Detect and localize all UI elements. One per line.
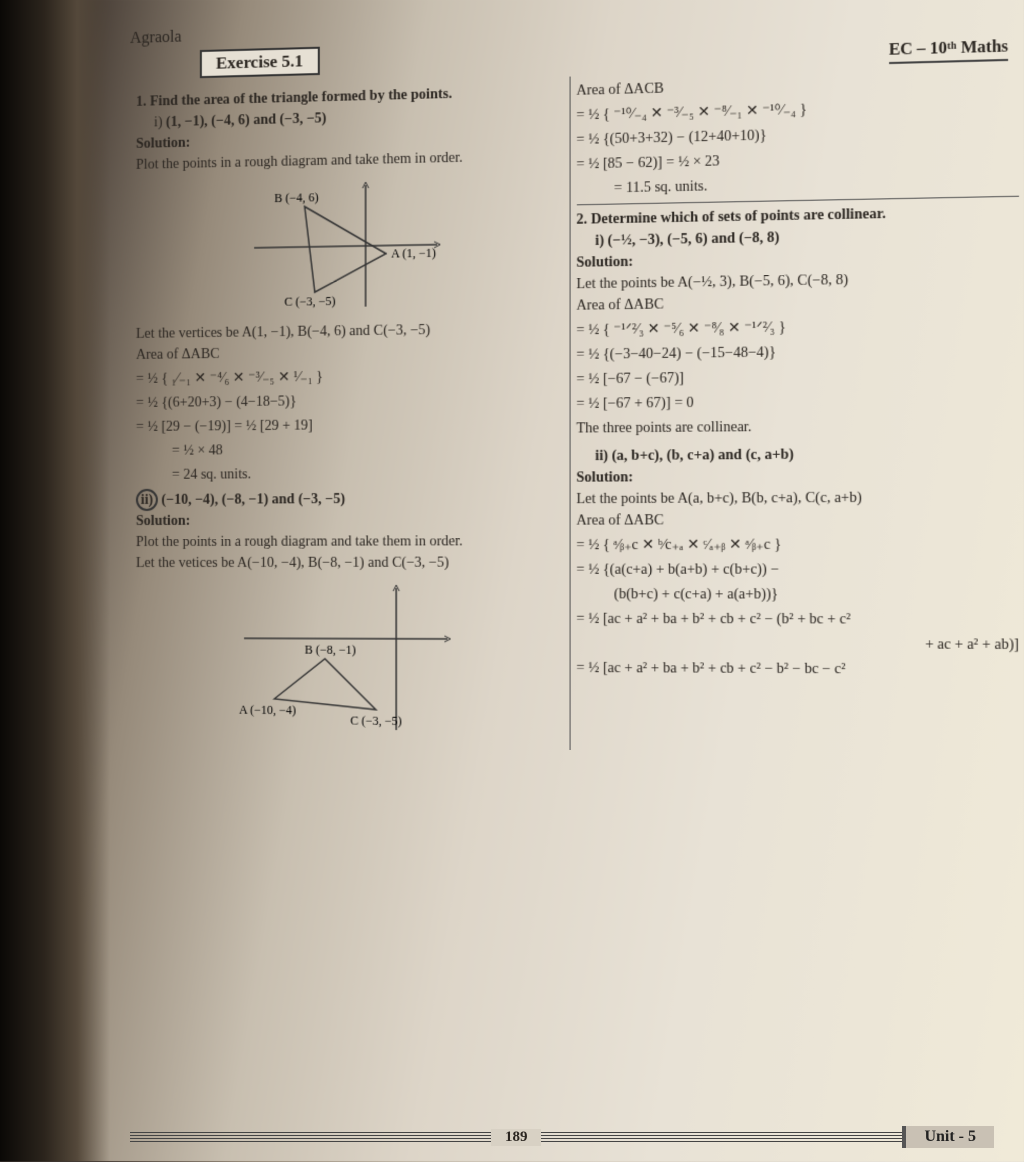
r2-eq4: = ½ [−67 + 67)] = 0 bbox=[576, 389, 1019, 415]
footer-rule-left bbox=[130, 1132, 491, 1142]
diagram-1: B (−4, 6) A (1, −1) C (−3, −5) bbox=[244, 173, 447, 318]
q1-text: Find the area of the triangle formed by … bbox=[150, 87, 452, 110]
d2-C: C (−3, −5) bbox=[350, 713, 402, 728]
page-number: 189 bbox=[491, 1129, 541, 1146]
l-eq3: = ½ [29 − (−19)] = ½ [29 + 19] bbox=[136, 413, 559, 438]
diagram-2: B (−8, −1) A (−10, −4) C (−3, −5) bbox=[234, 578, 458, 741]
l-eq4: = ½ × 48 bbox=[172, 438, 559, 462]
d1-C: C (−3, −5) bbox=[284, 294, 335, 309]
d2-B: B (−8, −1) bbox=[304, 643, 355, 657]
q1-ii-label: ii) bbox=[136, 489, 158, 511]
q2-i-points: (−½, −3), (−5, 6) and (−8, 8) bbox=[608, 230, 780, 248]
area-abc-label-3: Area of ΔABC bbox=[576, 509, 1019, 532]
d2-A: A (−10, −4) bbox=[239, 703, 296, 718]
page-footer: 189 Unit - 5 bbox=[130, 1123, 994, 1151]
left-column: 1. Find the area of the triangle formed … bbox=[130, 77, 570, 750]
two-column-layout: 1. Find the area of the triangle formed … bbox=[130, 65, 1024, 754]
area-abc-label: Area of ΔABC bbox=[136, 340, 559, 366]
solution-label-2: Solution: bbox=[136, 509, 559, 532]
r3-eq4: = ½ [ac + a² + ba + b² + cb + c² − b² − … bbox=[576, 658, 1019, 682]
let-vertices-2: Let the vetices be A(−10, −4), B(−8, −1)… bbox=[136, 552, 559, 574]
header-subject: EC – 10ᵗʰ Maths bbox=[889, 38, 1008, 64]
l-eq1: = ½ { ₁⁄₋₁ ✕ ⁻⁴⁄₆ ✕ ⁻³⁄₋₅ ✕ ¹⁄₋₁ } bbox=[136, 364, 559, 390]
r2-eq1: = ½ { ⁻¹ᐟ²⁄₃ ✕ ⁻⁵⁄₆ ✕ ⁻⁸⁄₈ ✕ ⁻¹ᐟ²⁄₃ } bbox=[576, 314, 1019, 341]
d1-A: A (1, −1) bbox=[391, 246, 436, 261]
footer-rule-right bbox=[541, 1132, 902, 1142]
solution-label-4: Solution: bbox=[576, 465, 1019, 489]
book-spine bbox=[0, 0, 110, 1161]
r2-eq3: = ½ [−67 − (−67)] bbox=[576, 364, 1019, 390]
r3-eq2b: (b(b+c) + c(c+a) + a(a+b))} bbox=[614, 584, 1019, 606]
plot-text-2: Plot the points in a rough diagram and t… bbox=[136, 531, 559, 553]
q2-ii: ii) (a, b+c), (b, c+a) and (c, a+b) bbox=[595, 443, 1019, 467]
r3-eq1: = ½ { ᵃ⁄ᵦ₊c ✕ ᵇ⁄c₊ₐ ✕ ᶜ⁄ₐ₊ᵦ ✕ ᵃ⁄ᵦ₊c } bbox=[576, 534, 1019, 557]
right-column: Area of ΔACB = ½ { ⁻¹⁰⁄₋₄ ✕ ⁻³⁄₋₅ ✕ ⁻⁸⁄₋… bbox=[570, 65, 1024, 754]
l-eq5: = 24 sq. units. bbox=[172, 462, 559, 485]
q2-ii-label: ii) bbox=[595, 449, 608, 464]
r3-eq3b: + ac + a² + ab)] bbox=[576, 633, 1019, 656]
q1-ii-points: (−10, −4), (−8, −1) and (−3, −5) bbox=[161, 492, 345, 508]
q1-i-label: i) bbox=[154, 115, 163, 130]
q2-number: 2. bbox=[576, 212, 587, 228]
q2-text: Determine which of sets of points are co… bbox=[591, 207, 886, 228]
q1-number: 1. bbox=[136, 95, 146, 110]
unit-badge: Unit - 5 bbox=[902, 1126, 994, 1148]
r2-eq2: = ½ {(−3−40−24) − (−15−48−4)} bbox=[576, 339, 1019, 366]
q1-ii: ii) (−10, −4), (−8, −1) and (−3, −5) bbox=[136, 487, 559, 511]
r3-eq2: = ½ {(a(c+a) + b(a+b) + c(b+c)) − bbox=[576, 559, 1019, 581]
let-points-3: Let the points be A(a, b+c), B(b, c+a), … bbox=[576, 487, 1019, 511]
collinear-conclusion: The three points are collinear. bbox=[576, 414, 1019, 439]
l-eq2: = ½ {(6+20+3) − (4−18−5)} bbox=[136, 389, 559, 414]
d1-B: B (−4, 6) bbox=[274, 190, 318, 205]
q2-ii-points: (a, b+c), (b, c+a) and (c, a+b) bbox=[612, 447, 794, 464]
r-eq4: = 11.5 sq. units. bbox=[614, 170, 1019, 200]
q1-i-points: (1, −1), (−4, 6) and (−3, −5) bbox=[166, 111, 327, 130]
r3-eq3: = ½ [ac + a² + ba + b² + cb + c² − (b² +… bbox=[576, 609, 1019, 632]
page-content: Agraola Exercise 5.1 EC – 10ᵗʰ Maths 1. … bbox=[130, 4, 1024, 1162]
q2-i-label: i) bbox=[595, 234, 604, 250]
exercise-box: Exercise 5.1 bbox=[200, 47, 320, 78]
